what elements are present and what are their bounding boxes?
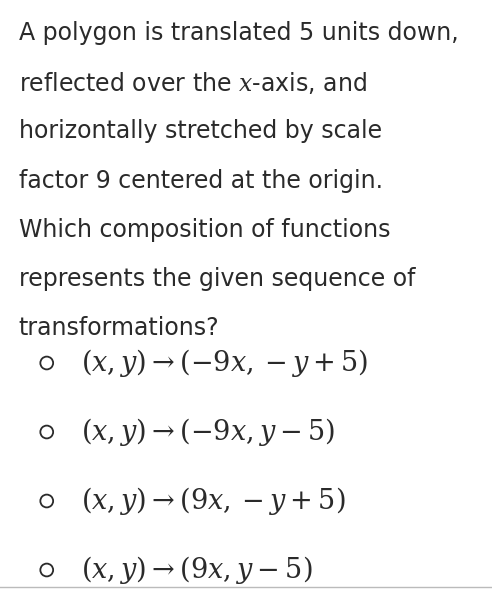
Text: $(x, y) \rightarrow (-9x, -y + 5)$: $(x, y) \rightarrow (-9x, -y + 5)$ <box>81 347 369 379</box>
Text: $(x, y) \rightarrow (9x, y - 5)$: $(x, y) \rightarrow (9x, y - 5)$ <box>81 554 313 586</box>
Text: $(x, y) \rightarrow (9x, -y + 5)$: $(x, y) \rightarrow (9x, -y + 5)$ <box>81 485 346 517</box>
Text: reflected over the $x$-axis, and: reflected over the $x$-axis, and <box>19 70 367 96</box>
Text: A polygon is translated 5 units down,: A polygon is translated 5 units down, <box>19 21 459 45</box>
Text: factor 9 centered at the origin.: factor 9 centered at the origin. <box>19 169 383 193</box>
Text: horizontally stretched by scale: horizontally stretched by scale <box>19 119 382 143</box>
Text: transformations?: transformations? <box>19 316 219 340</box>
Text: represents the given sequence of: represents the given sequence of <box>19 267 415 291</box>
Text: Which composition of functions: Which composition of functions <box>19 218 390 242</box>
Text: $(x, y) \rightarrow (-9x, y - 5)$: $(x, y) \rightarrow (-9x, y - 5)$ <box>81 416 336 448</box>
